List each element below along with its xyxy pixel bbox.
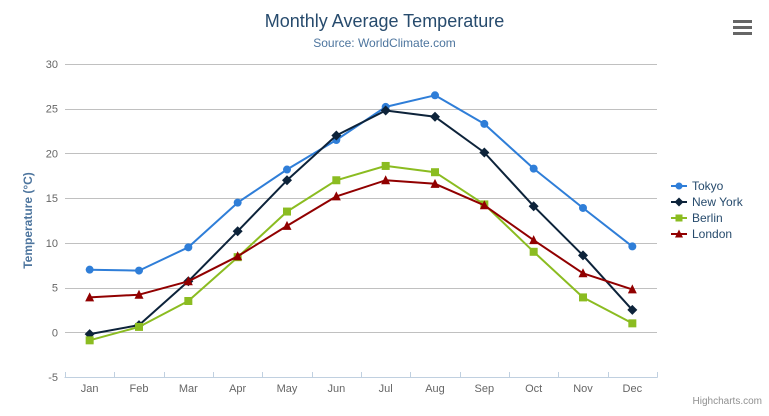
y-axis-label: 10 [46, 238, 58, 250]
data-point-london[interactable] [430, 178, 440, 188]
data-point-new-york[interactable] [282, 175, 292, 186]
x-axis-label: Oct [525, 383, 542, 395]
legend-label: Tokyo [692, 179, 724, 193]
data-point-london[interactable] [331, 191, 341, 201]
data-point-berlin[interactable] [628, 319, 637, 328]
hamburger-icon [733, 19, 753, 35]
data-point-new-york[interactable] [528, 201, 539, 212]
data-point-tokyo[interactable] [85, 265, 94, 274]
legend: Tokyo New York Berlin London [671, 178, 743, 242]
y-axis-label: 30 [46, 59, 58, 71]
data-point-new-york[interactable] [578, 250, 588, 261]
legend-label: Berlin [692, 211, 723, 225]
data-point-london[interactable] [627, 284, 637, 294]
x-axis-label: May [277, 383, 298, 395]
chart-subtitle: Source: WorldClimate.com [313, 36, 456, 50]
data-point-new-york[interactable] [627, 304, 638, 315]
data-point-tokyo[interactable] [431, 91, 439, 100]
data-point-berlin[interactable] [184, 296, 193, 305]
x-axis-label: Sep [475, 383, 495, 395]
legend-item-new-york[interactable]: New York [671, 194, 743, 210]
data-point-tokyo[interactable] [480, 119, 489, 128]
legend-item-london[interactable]: London [671, 226, 743, 242]
legend-item-berlin[interactable]: Berlin [671, 210, 743, 226]
credits-link[interactable]: Highcharts.com [692, 396, 762, 407]
x-axis-label: Aug [425, 383, 445, 395]
data-point-berlin[interactable] [381, 161, 390, 170]
data-point-new-york[interactable] [380, 105, 391, 116]
x-axis-label: Nov [573, 383, 593, 395]
data-point-london[interactable] [183, 276, 193, 286]
data-point-tokyo[interactable] [233, 198, 242, 207]
y-axis-label: 20 [46, 148, 58, 160]
y-axis-label: 5 [52, 283, 58, 295]
data-point-tokyo[interactable] [184, 243, 193, 252]
x-axis-label: Feb [130, 383, 149, 395]
circle-legend-marker[interactable] [675, 182, 683, 190]
chart-title: Monthly Average Temperature [264, 11, 505, 31]
data-point-tokyo[interactable] [135, 266, 143, 275]
data-point-london[interactable] [134, 289, 144, 299]
diamond-legend-marker[interactable] [674, 197, 684, 207]
legend-label: New York [692, 195, 743, 209]
series-line-tokyo [88, 94, 634, 272]
data-point-new-york[interactable] [331, 130, 342, 141]
data-point-new-york[interactable] [232, 226, 243, 237]
triangle-legend-marker[interactable] [675, 229, 683, 238]
data-point-berlin[interactable] [431, 168, 439, 177]
export-menu-button[interactable] [731, 17, 755, 37]
legend-item-tokyo[interactable]: Tokyo [671, 178, 743, 194]
square-legend-marker[interactable] [675, 214, 683, 222]
data-point-berlin[interactable] [529, 247, 538, 256]
data-point-tokyo[interactable] [283, 165, 291, 174]
data-point-new-york[interactable] [430, 111, 440, 122]
data-point-tokyo[interactable] [529, 164, 538, 173]
x-axis-label: Dec [623, 383, 643, 395]
data-point-tokyo[interactable] [579, 203, 587, 212]
data-point-berlin[interactable] [135, 322, 143, 331]
data-point-london[interactable] [85, 292, 95, 302]
y-axis-label: 0 [52, 327, 58, 339]
data-point-berlin[interactable] [332, 176, 341, 185]
y-axis-title: Temperature (°C) [21, 172, 35, 269]
diamond-legend-marker-icon [671, 197, 687, 207]
x-axis-label: Apr [229, 383, 246, 395]
data-point-london[interactable] [479, 200, 489, 210]
data-point-london[interactable] [529, 235, 539, 245]
y-axis-label: 15 [46, 193, 58, 205]
x-axis-label: Jan [81, 383, 99, 395]
data-point-london[interactable] [233, 251, 243, 261]
legend-label: London [692, 227, 733, 241]
data-point-new-york[interactable] [479, 147, 490, 158]
data-point-london[interactable] [578, 268, 588, 278]
series-line-berlin [88, 164, 634, 342]
x-axis-label: Mar [179, 383, 198, 395]
data-point-london[interactable] [381, 175, 391, 185]
circle-legend-marker-icon [671, 182, 687, 190]
series-line-london [88, 179, 634, 299]
data-point-berlin[interactable] [283, 207, 291, 216]
y-axis-label: -5 [48, 372, 58, 384]
data-point-berlin[interactable] [85, 336, 94, 345]
data-point-tokyo[interactable] [628, 242, 637, 251]
data-point-berlin[interactable] [579, 293, 587, 302]
square-legend-marker-icon [671, 214, 687, 222]
x-axis-label: Jul [379, 383, 393, 395]
x-axis-label: Jun [327, 383, 345, 395]
series-line-new-york [88, 109, 634, 336]
triangle-legend-marker-icon [671, 229, 687, 238]
y-axis-label: 25 [46, 104, 58, 116]
data-point-london[interactable] [282, 220, 292, 230]
